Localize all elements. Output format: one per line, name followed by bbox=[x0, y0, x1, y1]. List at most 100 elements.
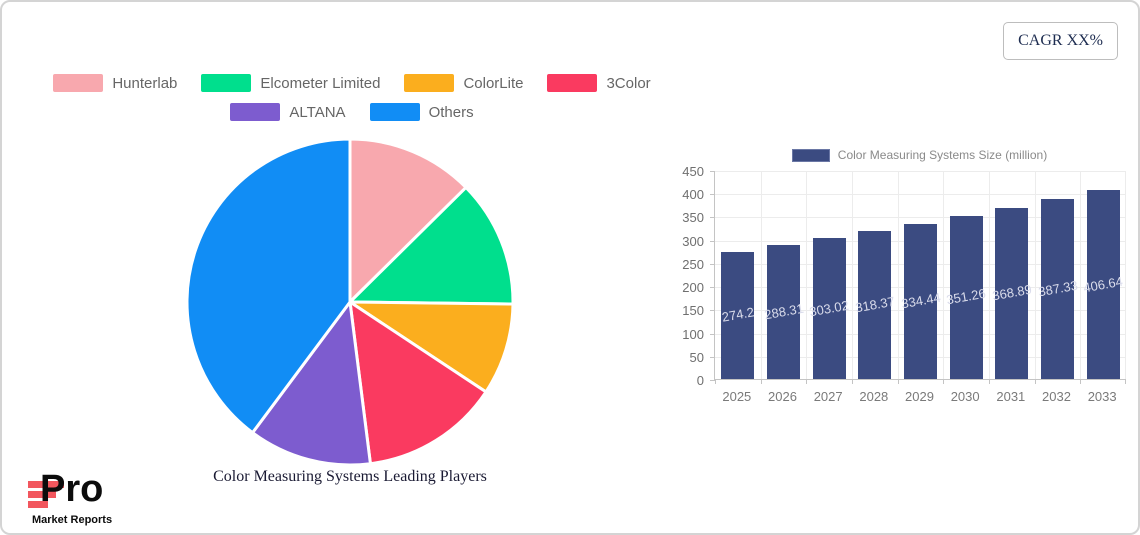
bar-2033: 406.64 bbox=[1082, 190, 1124, 379]
pie-slice-hunterlab bbox=[348, 137, 468, 304]
bar-2027: 303.02 bbox=[808, 238, 850, 379]
v-gridline bbox=[943, 171, 945, 379]
x-axis-label: 2033 bbox=[1087, 389, 1117, 404]
pie-legend-item: Others bbox=[369, 103, 474, 121]
pie-legend-item: ALTANA bbox=[230, 103, 346, 121]
bar-chart-legend: Color Measuring Systems Size (million) bbox=[714, 148, 1125, 162]
y-tick bbox=[710, 217, 715, 219]
h-gridline bbox=[715, 217, 1125, 219]
v-gridline bbox=[806, 171, 808, 379]
bar-2029: 334.44 bbox=[900, 223, 941, 379]
v-gridline bbox=[760, 171, 762, 379]
v-gridline bbox=[852, 171, 853, 379]
bar-value-label: 406.64 bbox=[1082, 273, 1125, 295]
v-gridline bbox=[1125, 171, 1126, 379]
x-axis-label: 2031 bbox=[996, 389, 1026, 404]
logo-subtitle: Market Reports bbox=[32, 514, 113, 526]
x-tick bbox=[852, 379, 853, 384]
legend-label: ColorLite bbox=[463, 74, 524, 92]
x-axis-label: 2027 bbox=[813, 389, 843, 404]
y-tick bbox=[710, 310, 715, 312]
legend-label: 3Color bbox=[606, 74, 651, 92]
pie-chart bbox=[185, 137, 515, 467]
legend-swatch-icon bbox=[404, 74, 455, 92]
x-tick bbox=[943, 379, 945, 384]
bar-chart-plot-area: 274.2 288.31 303.02 318.37 334.44 351.26 368.8… bbox=[710, 171, 1126, 384]
pie-legend: Hunterlab Elcometer Limited ColorLite 3Colo… bbox=[27, 74, 677, 121]
legend-label: ALTANA bbox=[289, 103, 346, 121]
x-axis-label: 2030 bbox=[950, 389, 980, 404]
x-tick bbox=[1034, 379, 1036, 384]
legend-label: Elcometer Limited bbox=[260, 74, 381, 92]
bar-2032: 387.33 bbox=[1037, 199, 1078, 379]
y-axis-label: 100 bbox=[682, 326, 704, 342]
bar-value-label: 288.31 bbox=[762, 300, 805, 323]
bar-2026: 288.31 bbox=[763, 245, 804, 379]
pie-slice-colorlite bbox=[348, 300, 515, 394]
h-gridline bbox=[715, 194, 1125, 196]
x-axis-label: 2028 bbox=[859, 389, 889, 404]
y-tick bbox=[710, 380, 715, 381]
y-axis-label: 200 bbox=[682, 280, 704, 296]
x-tick bbox=[715, 379, 716, 384]
y-axis-label: 250 bbox=[682, 256, 704, 272]
legend-swatch-icon bbox=[230, 103, 281, 121]
bar-2030: 351.26 bbox=[945, 215, 987, 379]
y-axis-label: 450 bbox=[682, 164, 704, 179]
x-tick bbox=[989, 379, 990, 384]
y-tick bbox=[710, 240, 715, 242]
legend-swatch-icon bbox=[53, 74, 104, 92]
v-gridline bbox=[1034, 171, 1036, 379]
x-tick bbox=[806, 379, 808, 384]
x-axis-label: 2029 bbox=[905, 389, 934, 404]
bar-2031: 368.89 bbox=[991, 207, 1033, 379]
y-axis-label: 350 bbox=[682, 210, 704, 226]
y-tick bbox=[710, 263, 715, 265]
pie-slice-altana bbox=[251, 300, 372, 467]
x-axis-label: 2026 bbox=[768, 389, 797, 404]
y-axis-label: 400 bbox=[682, 187, 704, 203]
logo-bar-icon bbox=[28, 481, 64, 488]
y-tick bbox=[710, 171, 715, 172]
logo-bar-icon bbox=[28, 501, 48, 508]
pie-slice-elcometer-limited bbox=[348, 185, 515, 306]
h-gridline bbox=[715, 171, 1125, 172]
bar-value-label: 318.37 bbox=[853, 293, 896, 316]
v-gridline bbox=[897, 171, 899, 379]
bar-legend-label: Color Measuring Systems Size (million) bbox=[837, 148, 1048, 162]
x-tick bbox=[1125, 379, 1126, 384]
y-tick bbox=[710, 194, 715, 196]
y-axis-label: 0 bbox=[696, 373, 704, 388]
legend-label: Others bbox=[428, 103, 474, 121]
bar-value-label: 274.2 bbox=[720, 304, 756, 326]
logo-name: Pro bbox=[40, 468, 104, 510]
x-tick bbox=[897, 379, 899, 384]
pie-legend-item: 3Color bbox=[547, 74, 651, 92]
pie-legend-item: Hunterlab bbox=[53, 74, 177, 92]
y-tick bbox=[710, 287, 715, 289]
x-tick bbox=[760, 379, 762, 384]
bar-value-label: 351.26 bbox=[945, 286, 988, 308]
pro-market-reports-logo: Pro Market Reports bbox=[28, 468, 158, 526]
legend-label: Hunterlab bbox=[112, 74, 178, 92]
bar-legend-swatch bbox=[791, 148, 830, 162]
legend-swatch-icon bbox=[369, 103, 420, 121]
legend-swatch-icon bbox=[547, 74, 598, 92]
bar-value-label: 334.44 bbox=[899, 289, 942, 312]
pie-slice-3color bbox=[348, 300, 488, 466]
x-tick bbox=[1080, 379, 1082, 384]
v-gridline bbox=[1080, 171, 1082, 379]
cagr-badge: CAGR XX% bbox=[1003, 22, 1118, 60]
y-axis-label: 300 bbox=[682, 233, 704, 249]
bar-2028: 318.37 bbox=[854, 231, 896, 379]
bar-2025: 274.2 bbox=[720, 251, 756, 379]
y-tick bbox=[710, 356, 715, 358]
x-axis-label: 2025 bbox=[722, 389, 752, 404]
pie-chart-title: Color Measuring Systems Leading Players bbox=[213, 468, 487, 485]
bar-value-label: 387.33 bbox=[1036, 277, 1079, 300]
bar-value-label: 303.02 bbox=[808, 297, 851, 319]
x-axis-label: 2032 bbox=[1042, 389, 1071, 404]
v-gridline bbox=[989, 171, 990, 379]
pie-legend-item: ColorLite bbox=[404, 74, 523, 92]
